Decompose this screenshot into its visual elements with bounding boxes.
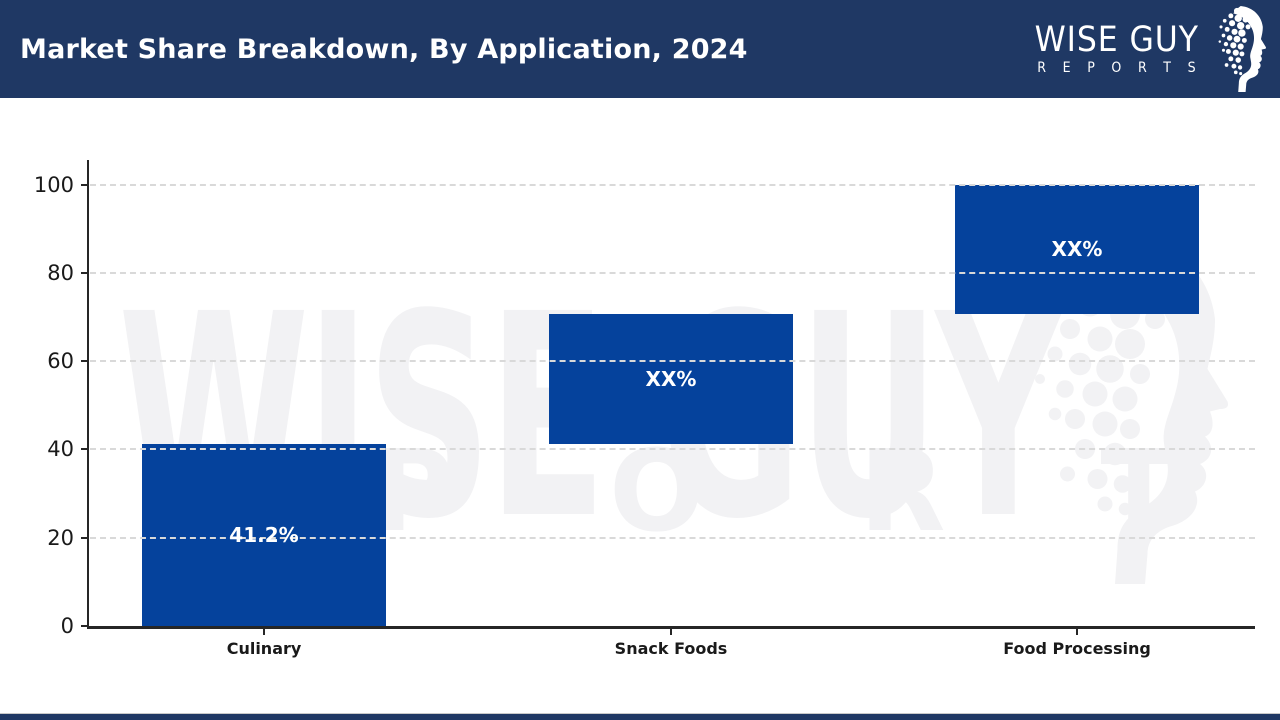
- gridline-20: [90, 536, 1255, 539]
- gridline-100: [90, 183, 1255, 186]
- y-tickmark-100: [81, 183, 88, 186]
- x-tick-label-food-processing: Food Processing: [1003, 639, 1151, 658]
- y-tickmark-40: [81, 448, 88, 451]
- x-axis-spine: [87, 626, 1255, 629]
- y-tick-label-40: 40: [47, 437, 74, 462]
- y-tickmark-20: [81, 536, 88, 539]
- wiseguy-logo-text: WISE GUY R E P O R T S: [1034, 20, 1202, 76]
- y-tick-label-0: 0: [60, 614, 74, 638]
- y-tick-label-100: 100: [33, 172, 74, 197]
- bar-culinary: [142, 444, 386, 626]
- header: Market Share Breakdown, By Application, …: [0, 0, 1280, 98]
- gridline-40: [90, 448, 1255, 451]
- chart-area: WISE GUY P O R T S 02040608010041.2%Culi…: [0, 98, 1280, 714]
- y-tick-label-60: 60: [47, 349, 74, 374]
- x-tickmark-culinary: [263, 628, 265, 635]
- bar-value-label-food-processing: XX%: [1051, 237, 1103, 262]
- bar-value-label-snack-foods: XX%: [645, 367, 697, 392]
- footer-hairline: [0, 713, 1280, 714]
- watermark-subtext: P O R T S: [372, 427, 1280, 557]
- gridline-60: [90, 360, 1255, 363]
- x-tickmark-food-processing: [1076, 628, 1078, 635]
- footer-bar: [0, 714, 1280, 720]
- x-tickmark-snack-foods: [670, 628, 672, 635]
- y-tickmark-0: [81, 625, 88, 627]
- y-tick-label-20: 20: [47, 525, 74, 550]
- y-tickmark-80: [81, 271, 88, 274]
- logo-wordmark: WISE GUY: [1034, 20, 1199, 60]
- wiseguy-logo: WISE GUY R E P O R T S: [1016, 4, 1268, 94]
- y-tick-label-80: 80: [47, 260, 74, 285]
- gridline-80: [90, 271, 1255, 274]
- x-tick-label-snack-foods: Snack Foods: [614, 639, 728, 658]
- logo-subtext: R E P O R T S: [1037, 60, 1202, 76]
- y-axis-spine: [87, 160, 89, 628]
- y-tickmark-60: [81, 360, 88, 363]
- bar-snack-foods: [549, 314, 793, 445]
- x-tick-label-culinary: Culinary: [226, 639, 302, 658]
- page-title: Market Share Breakdown, By Application, …: [20, 33, 748, 65]
- bar-value-label-culinary: 41.2%: [229, 523, 299, 548]
- wiseguy-head-icon: [1206, 6, 1268, 92]
